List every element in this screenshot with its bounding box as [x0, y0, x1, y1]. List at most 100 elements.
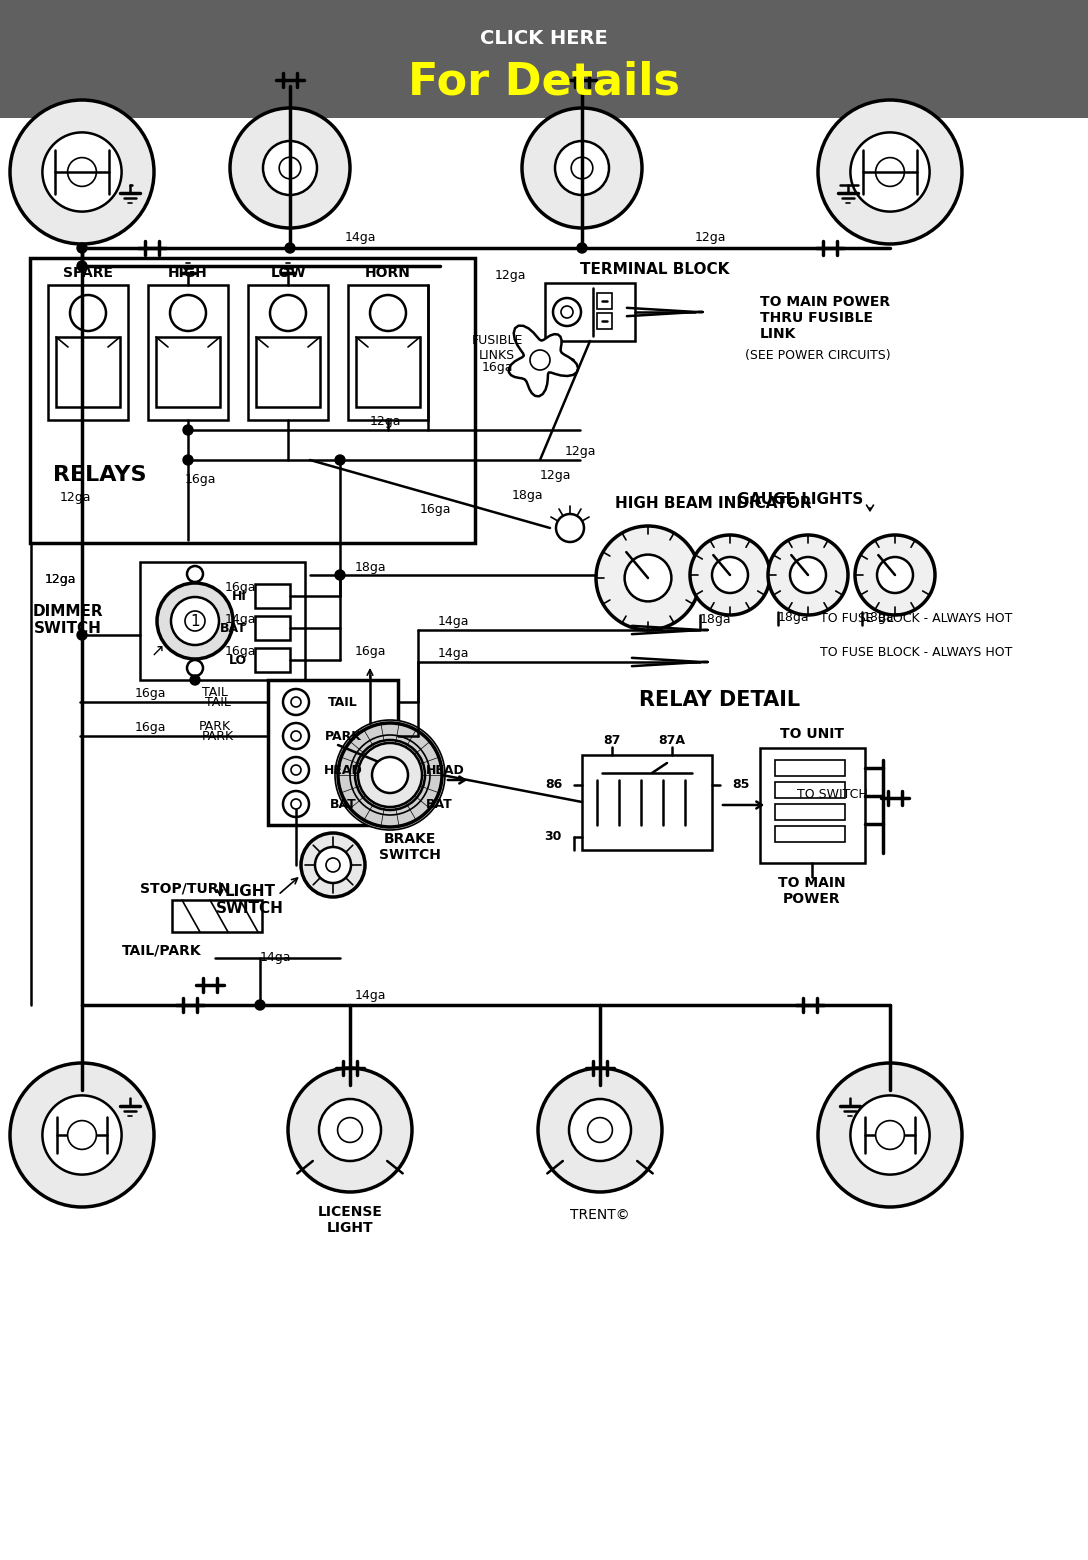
Circle shape: [290, 732, 301, 741]
Text: TO UNIT: TO UNIT: [780, 727, 844, 741]
Text: BAT: BAT: [220, 621, 247, 635]
Text: TERMINAL BLOCK: TERMINAL BLOCK: [580, 262, 729, 278]
Text: HIGH: HIGH: [169, 267, 208, 279]
Bar: [148, 285, 228, 420]
Bar: [597, 293, 611, 309]
Circle shape: [170, 295, 206, 331]
Text: TAIL: TAIL: [202, 686, 228, 699]
Text: 30: 30: [545, 830, 562, 844]
Circle shape: [577, 243, 588, 253]
Text: 14ga: 14ga: [355, 989, 386, 1002]
Circle shape: [67, 158, 97, 186]
Text: 12ga: 12ga: [59, 491, 90, 504]
Text: HORN: HORN: [366, 267, 411, 279]
Circle shape: [290, 799, 301, 810]
Circle shape: [283, 722, 309, 749]
Circle shape: [790, 557, 826, 593]
Text: TO SWITCH: TO SWITCH: [796, 788, 867, 802]
Circle shape: [335, 721, 445, 830]
Circle shape: [10, 1062, 154, 1207]
Text: BAT: BAT: [330, 797, 357, 811]
Circle shape: [555, 140, 609, 195]
Text: PARK: PARK: [202, 730, 234, 743]
Text: 14ga: 14ga: [437, 616, 469, 629]
Bar: [256, 337, 320, 407]
Text: 87A: 87A: [658, 735, 685, 747]
Circle shape: [326, 858, 339, 872]
Circle shape: [690, 535, 770, 615]
Text: LOW: LOW: [270, 267, 306, 279]
Circle shape: [290, 697, 301, 707]
Circle shape: [171, 597, 219, 644]
Circle shape: [190, 675, 200, 685]
Circle shape: [183, 456, 193, 465]
Circle shape: [77, 261, 87, 271]
Circle shape: [851, 1095, 929, 1175]
Text: 12ga: 12ga: [45, 574, 76, 587]
Circle shape: [285, 243, 295, 253]
Text: 18ga: 18ga: [777, 612, 808, 624]
Circle shape: [596, 526, 700, 630]
Text: PARK: PARK: [199, 721, 231, 733]
Circle shape: [283, 690, 309, 714]
Circle shape: [42, 1095, 122, 1175]
Text: RELAY DETAIL: RELAY DETAIL: [640, 690, 801, 710]
Circle shape: [768, 535, 848, 615]
Bar: [597, 314, 611, 329]
Circle shape: [77, 630, 87, 640]
Text: BAT: BAT: [426, 797, 453, 811]
Circle shape: [553, 298, 581, 326]
Text: 18ga: 18ga: [355, 562, 386, 574]
Circle shape: [588, 1117, 613, 1142]
Bar: [140, 562, 305, 680]
Circle shape: [42, 133, 122, 212]
Text: HI: HI: [232, 590, 247, 602]
Circle shape: [818, 100, 962, 243]
Text: For Details: For Details: [408, 61, 680, 103]
Circle shape: [183, 424, 193, 435]
Bar: [0, 0, 1088, 119]
Text: GAUGE LIGHTS: GAUGE LIGHTS: [737, 493, 863, 507]
Text: LO: LO: [228, 654, 247, 666]
Bar: [248, 285, 327, 420]
Circle shape: [818, 1062, 962, 1207]
Circle shape: [556, 513, 584, 541]
Text: 16ga: 16ga: [224, 580, 256, 593]
Text: RELAYS: RELAYS: [53, 465, 147, 485]
Circle shape: [851, 133, 929, 212]
Circle shape: [876, 1120, 904, 1150]
Text: 18ga: 18ga: [700, 613, 731, 627]
Circle shape: [187, 566, 203, 582]
Text: TRENT©: TRENT©: [570, 1207, 630, 1221]
Circle shape: [77, 243, 87, 253]
Text: 86: 86: [545, 778, 562, 791]
Text: 16ga: 16ga: [134, 721, 165, 733]
Bar: [348, 285, 428, 420]
Bar: [582, 755, 712, 850]
Text: HEAD: HEAD: [323, 763, 362, 777]
Circle shape: [187, 660, 203, 675]
Text: TAIL: TAIL: [205, 696, 231, 708]
Text: 14ga: 14ga: [344, 231, 375, 245]
Bar: [30, 257, 475, 543]
Bar: [356, 337, 420, 407]
Text: 16ga: 16ga: [134, 686, 165, 699]
Circle shape: [530, 349, 551, 370]
Circle shape: [67, 1120, 97, 1150]
Text: 16ga: 16ga: [481, 362, 512, 374]
Circle shape: [70, 295, 106, 331]
Text: 12ga: 12ga: [565, 446, 596, 459]
Bar: [48, 285, 128, 420]
Text: TAIL/PARK: TAIL/PARK: [122, 942, 201, 956]
Text: LINK: LINK: [761, 328, 796, 342]
Circle shape: [230, 108, 350, 228]
Circle shape: [625, 555, 671, 602]
Circle shape: [319, 1098, 381, 1161]
Circle shape: [358, 743, 422, 807]
Circle shape: [263, 140, 317, 195]
Circle shape: [338, 722, 442, 827]
Text: 14ga: 14ga: [259, 952, 290, 964]
Text: 18ga: 18ga: [511, 488, 543, 501]
Text: TO FUSE BLOCK - ALWAYS HOT: TO FUSE BLOCK - ALWAYS HOT: [820, 646, 1012, 660]
Circle shape: [372, 757, 408, 792]
